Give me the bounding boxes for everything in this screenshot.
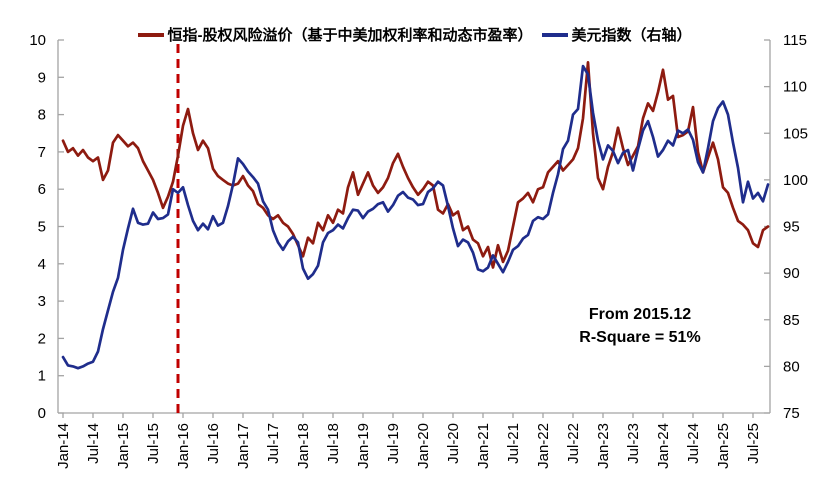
x-axis-tick-label: Jan-16: [175, 423, 192, 469]
left-axis-tick-label: 7: [38, 144, 46, 161]
right-axis-tick-label: 90: [783, 265, 800, 282]
x-axis-tick-label: Jul-16: [205, 423, 222, 464]
left-axis-tick-label: 10: [29, 32, 46, 49]
x-axis-tick-label: Jan-25: [715, 423, 732, 469]
dxy-line-swatch: [542, 32, 569, 37]
x-axis-tick-label: Jul-25: [745, 423, 762, 464]
x-axis-tick-label: Jan-15: [115, 423, 132, 469]
x-axis-tick-label: Jan-19: [355, 423, 372, 469]
erp-legend-label: 恒指-股权风险溢价（基于中美加权利率和动态市盈率）: [167, 27, 533, 44]
left-axis-tick-label: 4: [38, 256, 46, 273]
right-axis-tick-label: 115: [783, 32, 807, 49]
x-axis-tick-label: Jul-14: [85, 423, 102, 464]
right-axis-tick-label: 100: [783, 172, 808, 189]
legend-item-dxy: 美元指数（右轴）: [542, 24, 692, 45]
chart-legend: 恒指-股权风险溢价（基于中美加权利率和动态市盈率） 美元指数（右轴）: [0, 24, 830, 45]
x-axis-tick-label: Jul-20: [445, 423, 462, 464]
left-axis-tick-label: 5: [38, 219, 46, 236]
x-axis-tick-label: Jul-18: [325, 423, 342, 464]
left-axis-tick-label: 0: [38, 405, 46, 422]
erp-line-swatch: [138, 32, 165, 37]
erp-line-series: [61, 61, 770, 269]
annotation-line-2: R-Square = 51%: [579, 329, 701, 346]
x-axis-tick-label: Jan-21: [475, 423, 492, 469]
right-axis-tick-label: 105: [783, 125, 808, 142]
right-axis-tick-label: 85: [783, 312, 800, 329]
x-axis-tick-label: Jan-24: [655, 423, 672, 469]
x-axis-tick-label: Jan-23: [595, 423, 612, 469]
right-axis-tick-label: 75: [783, 405, 800, 422]
x-axis-tick-label: Jul-21: [505, 423, 522, 464]
x-axis-tick-label: Jan-18: [295, 423, 312, 469]
x-axis-tick-label: Jan-17: [235, 423, 252, 469]
left-axis-tick-label: 9: [38, 69, 46, 86]
legend-item-erp: 恒指-股权风险溢价（基于中美加权利率和动态市盈率）: [138, 24, 532, 45]
x-axis-tick-label: Jul-19: [385, 423, 402, 464]
x-axis-tick-label: Jan-20: [415, 423, 432, 469]
right-axis-tick-label: 95: [783, 219, 800, 236]
x-axis-tick-label: Jul-23: [625, 423, 642, 464]
left-axis-tick-label: 1: [38, 368, 46, 385]
right-axis-tick-label: 110: [783, 79, 807, 96]
r-square-annotation: From 2015.12 R-Square = 51%: [540, 303, 740, 349]
x-axis-tick-label: Jul-15: [145, 423, 162, 464]
dxy-legend-label: 美元指数（右轴）: [571, 27, 692, 44]
x-axis-tick-label: Jul-17: [265, 423, 282, 464]
left-axis-tick-label: 2: [38, 330, 46, 347]
left-axis-tick-label: 8: [38, 107, 46, 124]
x-axis-tick-label: Jan-22: [535, 423, 552, 469]
x-axis-tick-label: Jul-24: [685, 423, 702, 464]
right-axis-tick-label: 80: [783, 358, 800, 375]
annotation-line-1: From 2015.12: [588, 306, 692, 323]
left-axis-tick-label: 6: [38, 181, 46, 198]
x-axis-tick-label: Jul-22: [565, 423, 582, 464]
x-axis-tick-label: Jan-14: [55, 423, 72, 469]
left-axis-tick-label: 3: [38, 293, 46, 310]
dxy-line-series: [61, 64, 770, 370]
